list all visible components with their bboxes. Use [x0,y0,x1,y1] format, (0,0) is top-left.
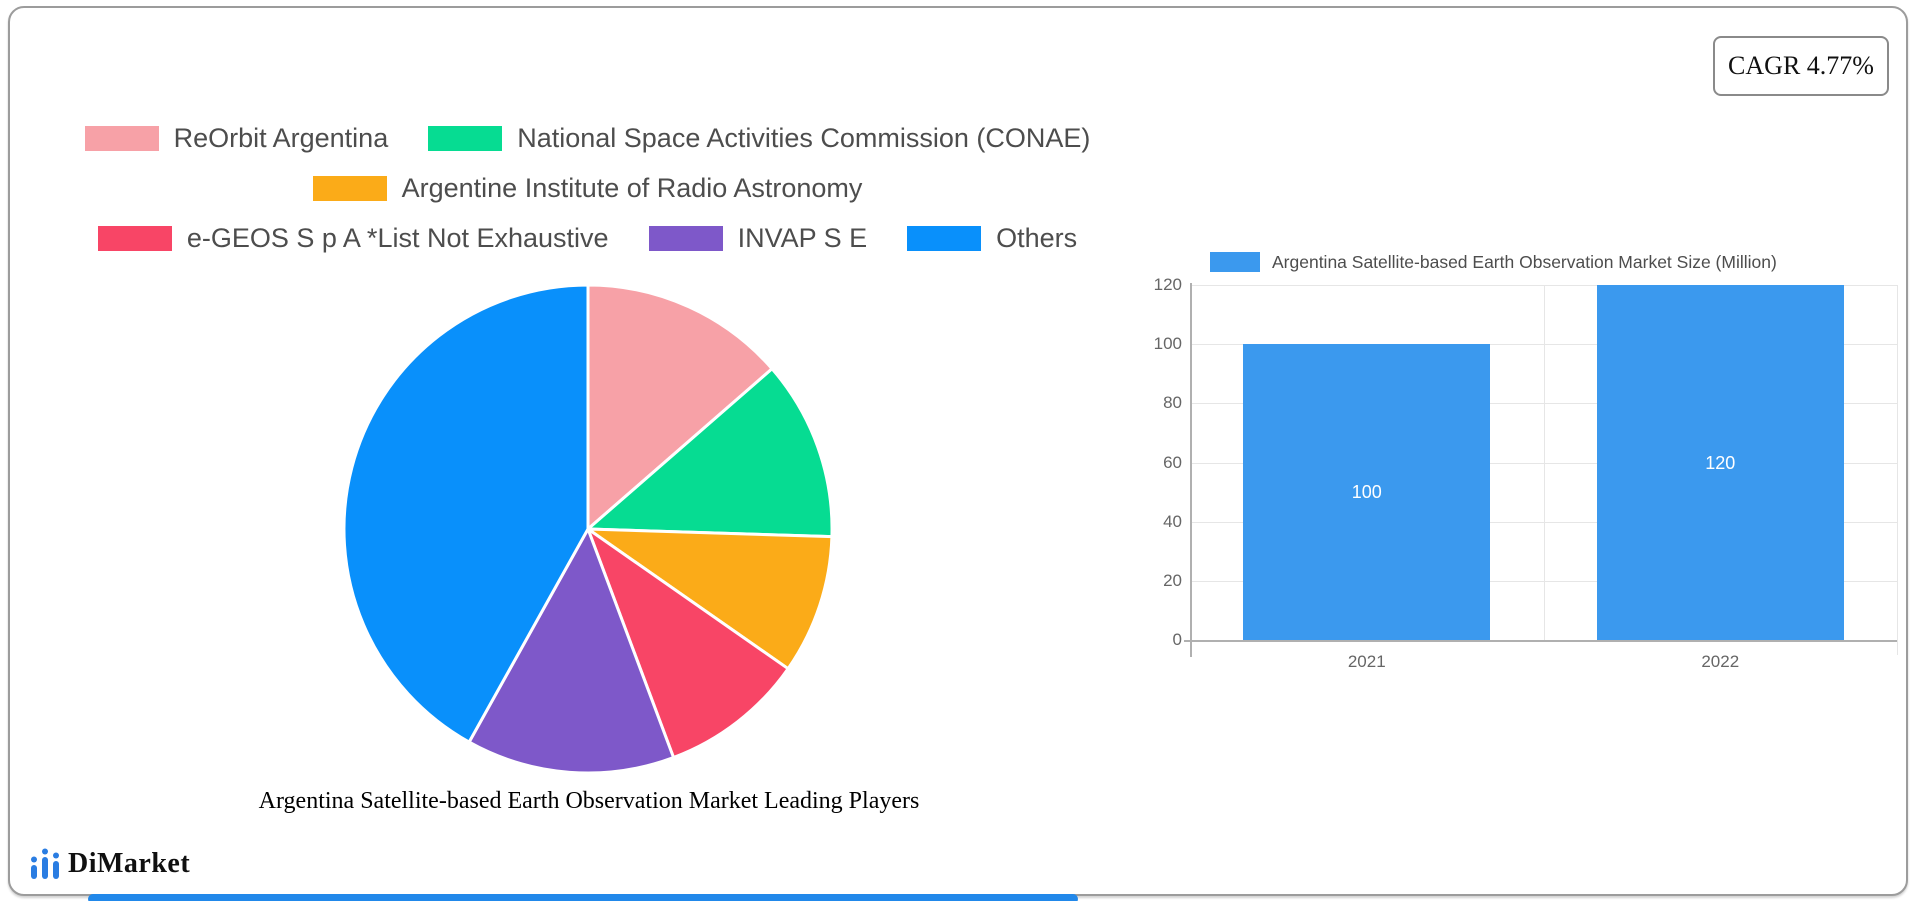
gridline-x-2 [1897,285,1898,655]
gridline-x-1 [1543,285,1545,640]
cagr-badge: CAGR 4.77% [1713,36,1889,96]
bar-legend-swatch [1210,252,1260,272]
pie-chart[interactable] [339,280,837,778]
x-axis-line [1184,640,1897,642]
pie-legend-label-4: INVAP S E [737,222,868,253]
pie-legend-swatch-1 [428,125,503,151]
pie-legend-item-5[interactable]: Others [907,223,1077,254]
pie-slice-4[interactable] [467,527,676,775]
bottom-accent-bar [88,894,1078,901]
x-tick-label-2022: 2022 [1701,652,1740,671]
bar-2021[interactable] [1243,344,1491,640]
report-card [8,6,1908,896]
pie-chart-svg [342,283,834,775]
pie-legend-item-4[interactable]: INVAP S E [648,222,868,254]
pie-legend-row: e-GEOS S p A *List Not Exhaustive INVAP S… [30,216,1145,260]
pie-legend-swatch-2 [312,175,387,201]
y-tick-label-20: 20 [1163,570,1182,590]
y-tick-label-60: 60 [1163,452,1182,472]
pie-legend-item-0[interactable]: ReOrbit Argentina [84,122,389,154]
x-tick-label-2021: 2021 [1347,652,1386,671]
pie-slice-5[interactable] [342,283,590,744]
pie-legend-swatch-5 [907,225,982,251]
pie-legend-label-1: National Space Activities Commission (CO… [517,122,1091,153]
bar-value-label-2021: 100 [1351,482,1382,503]
y-tick-label-120: 120 [1153,275,1182,294]
pie-legend-item-1[interactable]: National Space Activities Commission (CO… [428,123,1090,154]
pie-legend-item-2[interactable]: Argentine Institute of Radio Astronomy [312,172,863,204]
y-tick-label-100: 100 [1153,334,1182,354]
bar-2022[interactable] [1596,285,1844,640]
bar-chart-legend[interactable]: Argentina Satellite-based Earth Observat… [1210,250,1777,274]
pie-legend-row: ReOrbit Argentina National Space Activiti… [30,116,1145,160]
pie-legend-row: Argentine Institute of Radio Astronomy [30,166,1145,210]
bar-legend-label: Argentina Satellite-based Earth Observat… [1272,251,1777,272]
pie-slice-2[interactable] [586,527,834,671]
pie-legend-item-3[interactable]: e-GEOS S p A *List Not Exhaustive [97,222,609,254]
y-tick-label-40: 40 [1163,511,1182,531]
pie-slice-0[interactable] [586,283,774,531]
pie-title: Argentina Satellite-based Earth Observat… [258,788,920,814]
y-axis-line [1190,283,1192,657]
pie-legend: ReOrbit Argentina National Space Activiti… [30,116,1145,260]
dimarket-logo-text: DiMarket [68,848,191,879]
pie-legend-label-2: Argentine Institute of Radio Astronomy [401,172,863,203]
pie-legend-label-5: Others [996,222,1078,253]
y-tick-label-80: 80 [1163,393,1182,413]
pie-slice-1[interactable] [586,367,834,539]
bar-value-label-2022: 120 [1705,452,1736,473]
pie-legend-label-0: ReOrbit Argentina [173,122,389,153]
bar-chart-logo-icon [31,848,59,879]
pie-legend-swatch-3 [97,225,172,251]
cagr-text: CAGR 4.77% [1728,51,1874,80]
pie-slice-3[interactable] [586,527,790,760]
dimarket-logo: DiMarket [30,846,190,882]
y-tick-label-0: 0 [1172,630,1182,649]
pie-legend-label-3: e-GEOS S p A *List Not Exhaustive [186,222,609,253]
pie-legend-swatch-0 [84,125,159,151]
pie-legend-swatch-4 [648,225,723,251]
